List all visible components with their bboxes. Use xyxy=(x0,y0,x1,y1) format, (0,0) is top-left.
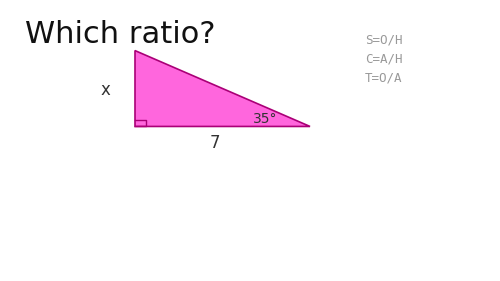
Text: Which ratio?: Which ratio? xyxy=(25,20,216,49)
Text: 7: 7 xyxy=(210,134,220,152)
Polygon shape xyxy=(135,51,310,126)
Text: x: x xyxy=(100,81,110,99)
Text: 35°: 35° xyxy=(252,112,277,126)
Text: S=O/H
C=A/H
T=O/A: S=O/H C=A/H T=O/A xyxy=(365,34,403,85)
